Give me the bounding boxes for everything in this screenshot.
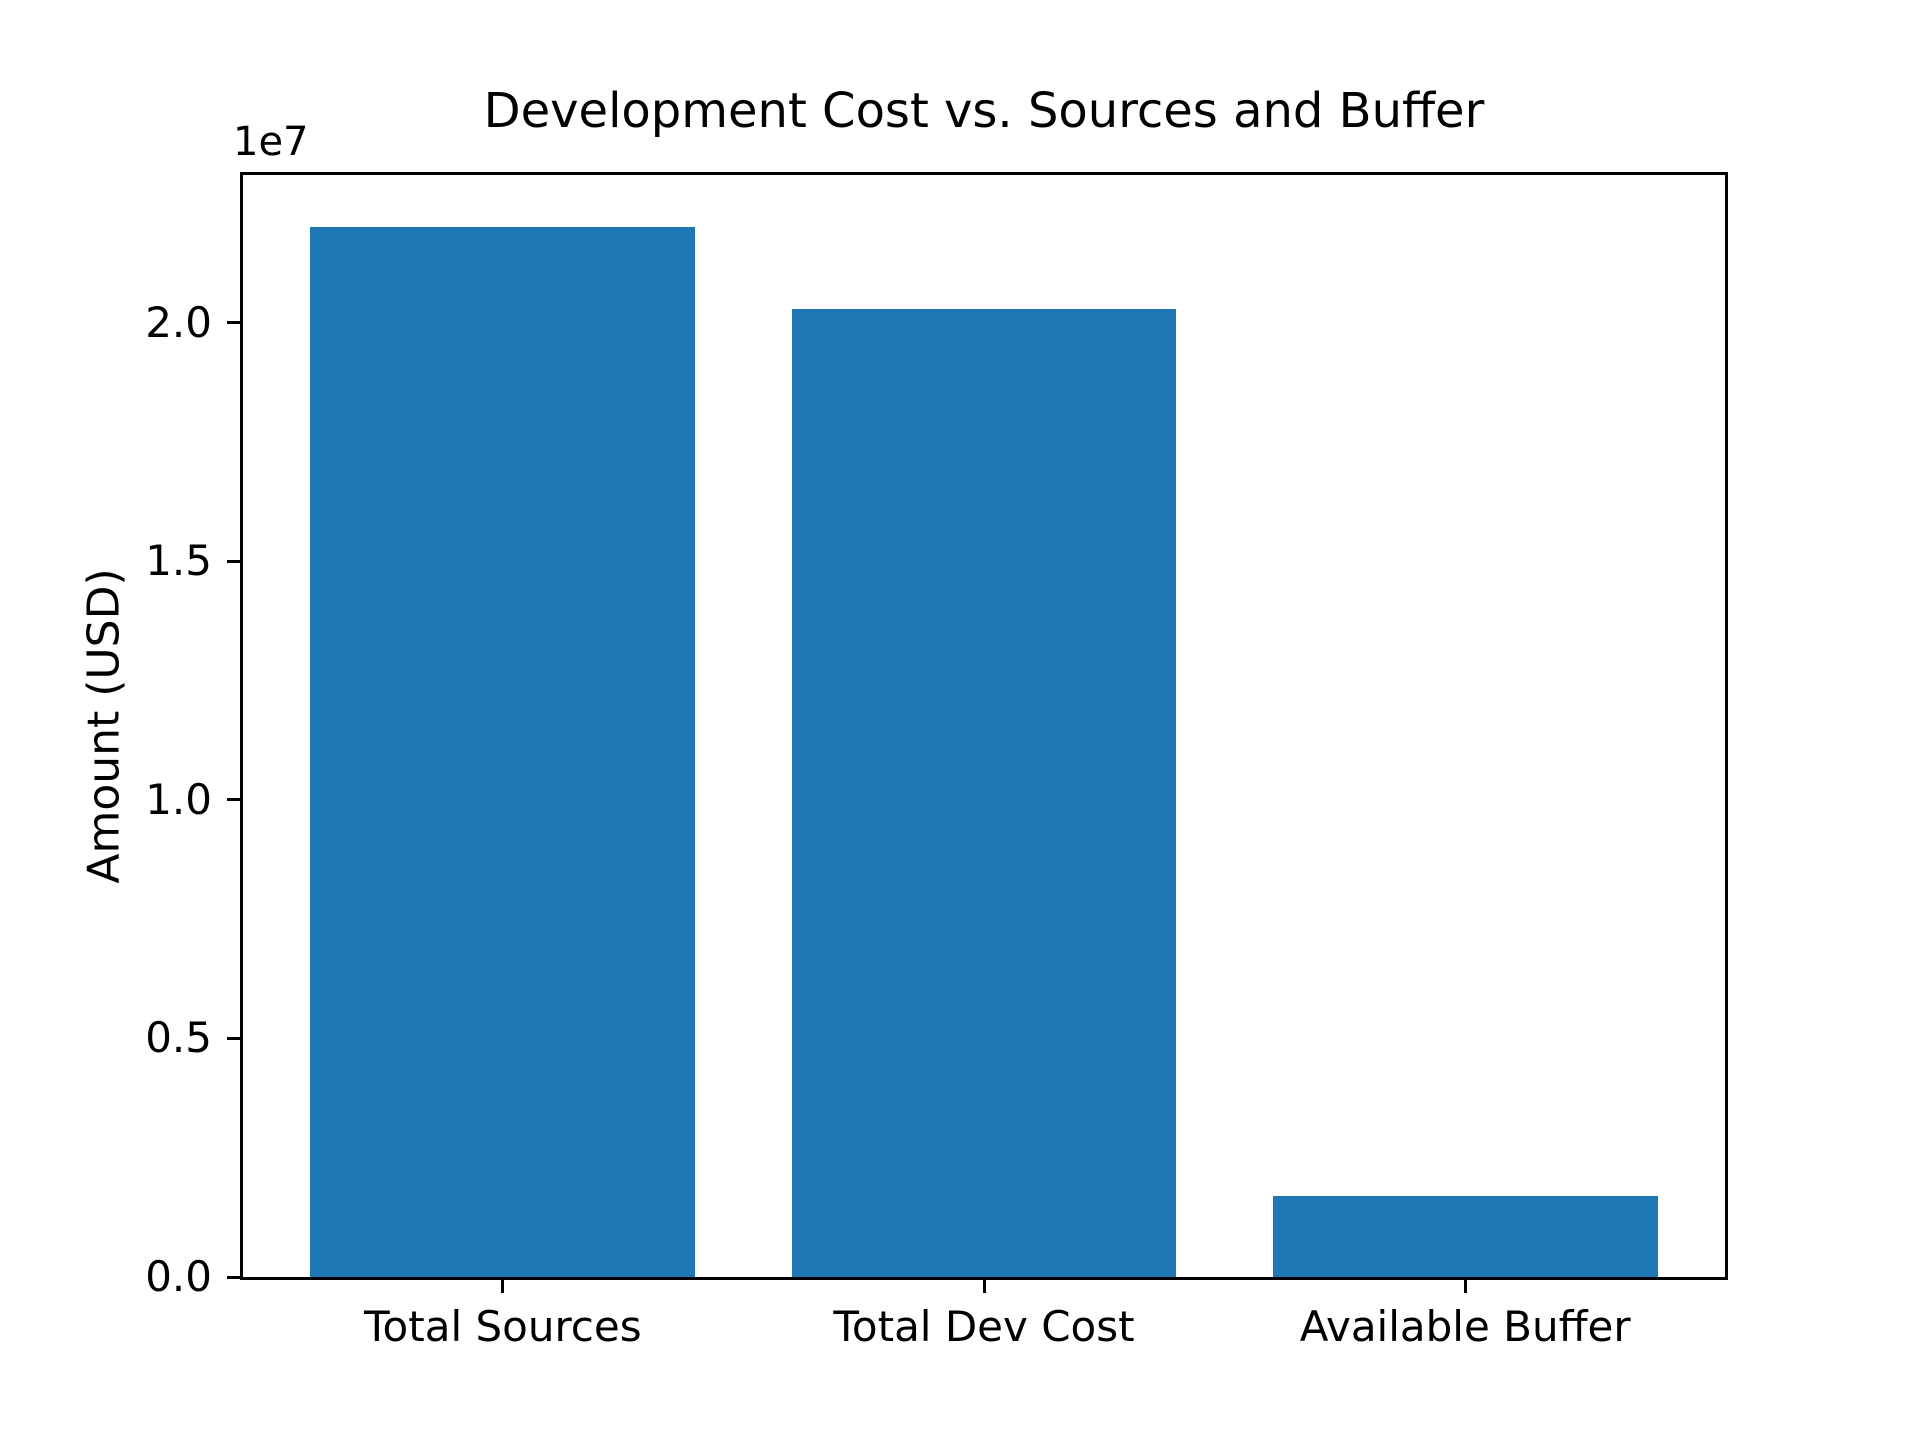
y-tick-mark (227, 798, 240, 802)
chart-title: Development Cost vs. Sources and Buffer (483, 83, 1485, 139)
y-tick-label: 1.0 (145, 774, 212, 824)
x-tick-mark (1463, 1280, 1467, 1293)
y-tick-label: 0.5 (145, 1013, 212, 1063)
y-tick-label: 1.5 (145, 536, 212, 586)
x-tick-label: Total Dev Cost (833, 1302, 1135, 1351)
x-tick-label: Available Buffer (1299, 1302, 1631, 1351)
y-axis-offset-label: 1e7 (233, 119, 309, 165)
y-tick-mark (227, 1275, 240, 1279)
y-tick-mark (227, 559, 240, 563)
y-axis-label: Amount (USD) (78, 568, 130, 884)
bar-available-buffer (1272, 1195, 1658, 1277)
plot-area (240, 172, 1728, 1280)
x-tick-mark (501, 1280, 505, 1293)
y-tick-label: 0.0 (145, 1252, 212, 1301)
x-tick-label: Total Sources (364, 1302, 642, 1351)
y-tick-mark (227, 1036, 240, 1040)
x-tick-mark (982, 1280, 986, 1293)
bar-total-dev-cost (791, 308, 1177, 1277)
bar-total-sources (310, 227, 696, 1277)
y-tick-mark (227, 321, 240, 325)
y-tick-label: 2.0 (145, 297, 212, 347)
